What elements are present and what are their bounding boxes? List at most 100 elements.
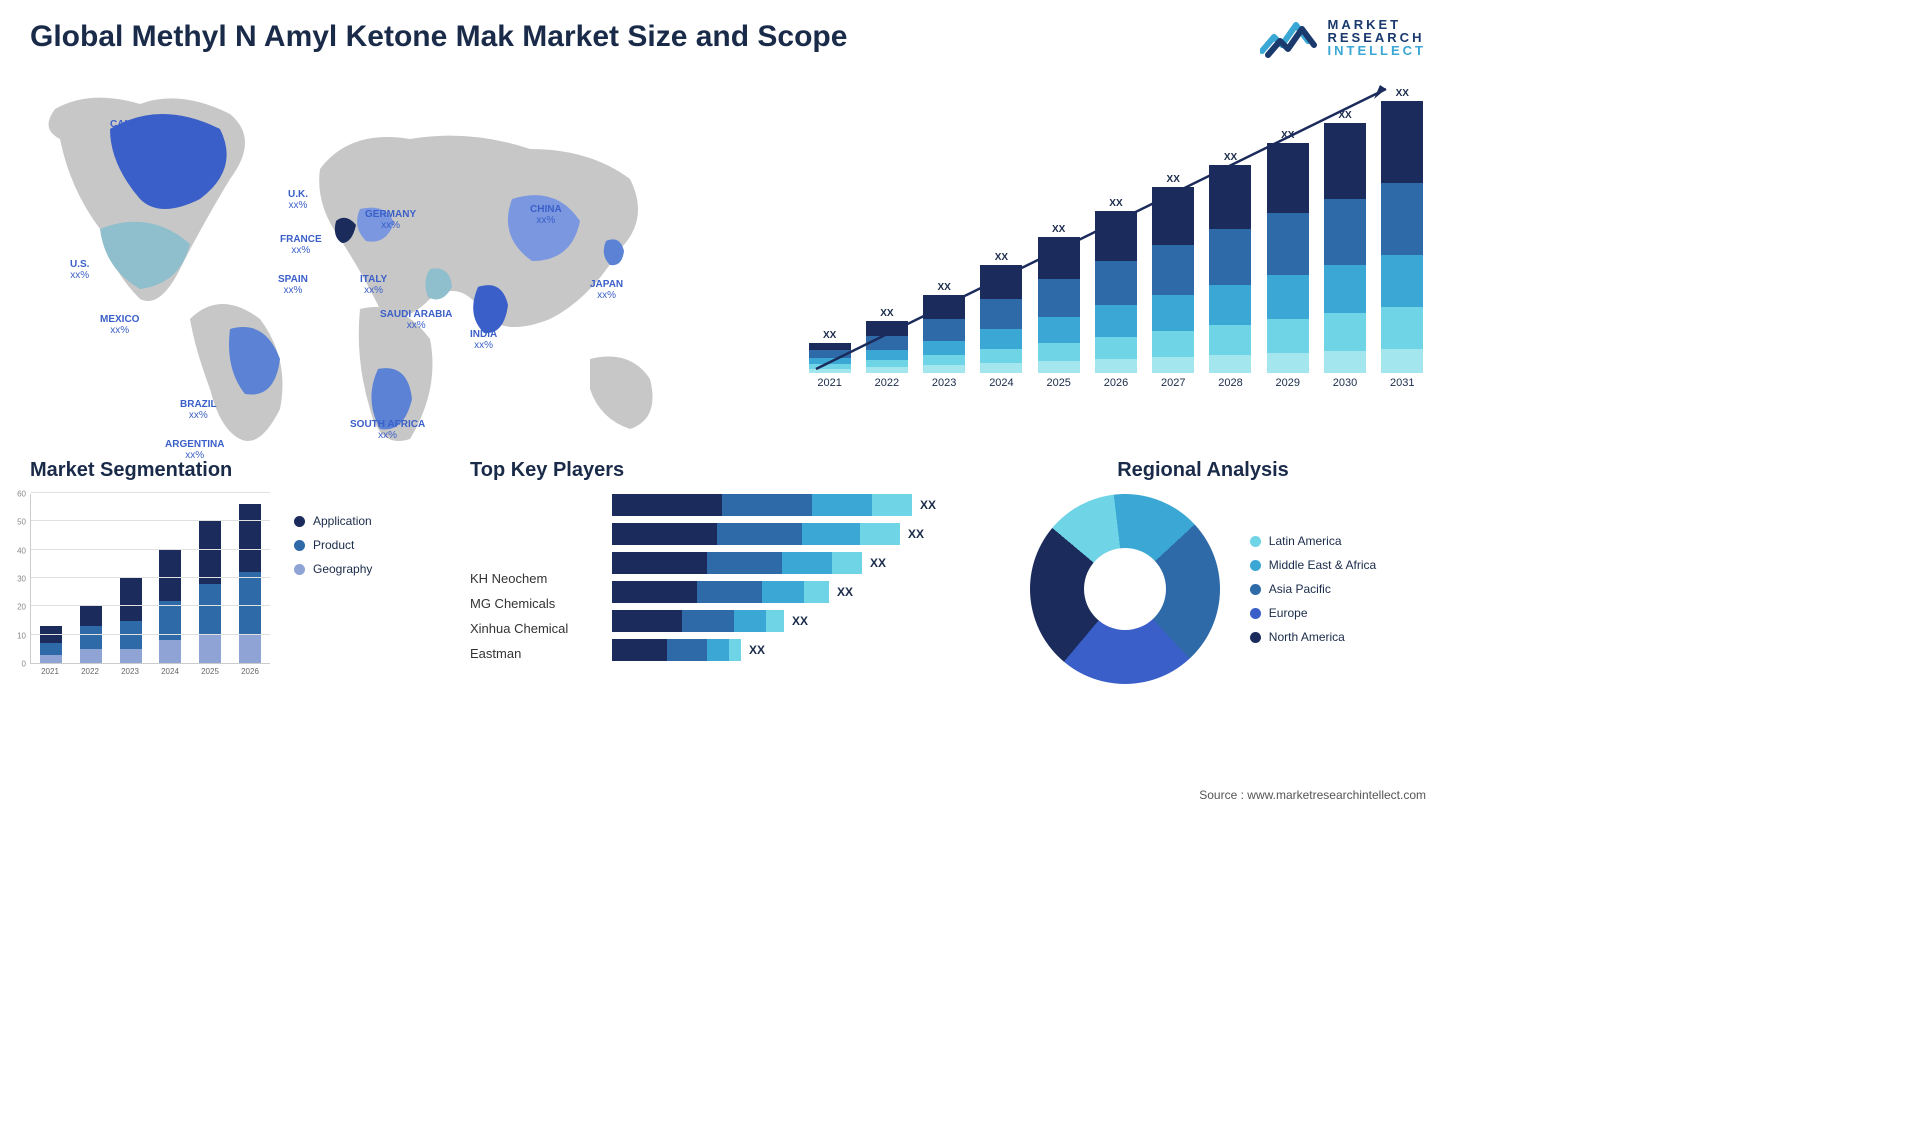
legend-swatch-icon xyxy=(1250,536,1261,547)
x-axis-label: 2026 xyxy=(234,667,266,676)
map-label: JAPANxx% xyxy=(590,279,623,301)
bar-segment xyxy=(1381,307,1423,349)
x-axis-label: 2029 xyxy=(1276,377,1300,389)
bar-segment xyxy=(809,350,851,358)
legend-swatch-icon xyxy=(1250,608,1261,619)
bar-segment xyxy=(1095,211,1137,261)
bar-segment xyxy=(866,350,908,360)
seg-bar-segment xyxy=(40,655,62,664)
legend-item: Middle East & Africa xyxy=(1250,558,1376,572)
source-attribution: Source : www.marketresearchintellect.com xyxy=(1199,788,1426,802)
page-title: Global Methyl N Amyl Ketone Mak Market S… xyxy=(30,20,847,54)
bar-segment xyxy=(1095,305,1137,337)
legend-swatch-icon xyxy=(1250,584,1261,595)
seg-bar-segment xyxy=(239,504,261,572)
legend-label: Geography xyxy=(313,562,372,576)
legend-item: Latin America xyxy=(1250,534,1376,548)
legend-label: North America xyxy=(1269,630,1345,644)
player-bar-segment xyxy=(707,552,782,574)
bar-segment xyxy=(1381,183,1423,255)
forecast-bar-chart: XX2021XX2022XX2023XX2024XX2025XX2026XX20… xyxy=(766,69,1426,449)
bar-segment xyxy=(1324,351,1366,373)
bar-value-label: XX xyxy=(1338,110,1351,121)
bar-value-label: XX xyxy=(1052,224,1065,235)
bar-segment xyxy=(1038,317,1080,343)
player-bar-segment xyxy=(860,523,900,545)
bar-segment xyxy=(1324,313,1366,351)
legend-swatch-icon xyxy=(1250,632,1261,643)
seg-bar-segment xyxy=(199,521,221,583)
seg-bar-segment xyxy=(40,643,62,654)
bar-segment xyxy=(866,321,908,336)
bar-segment xyxy=(1324,123,1366,199)
player-name: KH Neochem xyxy=(470,571,600,586)
bar-segment xyxy=(1209,165,1251,229)
x-axis-label: 2021 xyxy=(817,377,841,389)
legend-swatch-icon xyxy=(1250,560,1261,571)
bar-segment xyxy=(980,265,1022,299)
player-bar-label: XX xyxy=(920,498,936,512)
map-label: INDIAxx% xyxy=(470,329,497,351)
player-bar-row: XX xyxy=(612,494,960,516)
seg-bar-segment xyxy=(120,649,142,663)
player-bar-row: XX xyxy=(612,581,960,603)
seg-bar-segment xyxy=(80,626,102,649)
player-bar-segment xyxy=(812,494,872,516)
x-axis-label: 2023 xyxy=(932,377,956,389)
map-label: GERMANYxx% xyxy=(365,209,416,231)
bar-segment xyxy=(1038,237,1080,279)
bar-segment xyxy=(1267,143,1309,213)
map-label: BRAZILxx% xyxy=(180,399,217,421)
player-bar-segment xyxy=(872,494,912,516)
x-axis-label: 2025 xyxy=(1046,377,1070,389)
legend-item: Application xyxy=(294,514,372,528)
y-axis-tick: 0 xyxy=(22,660,26,669)
bar-segment xyxy=(1038,343,1080,361)
seg-bar-segment xyxy=(40,626,62,643)
forecast-bar: XX2029 xyxy=(1264,130,1311,389)
legend-item: Geography xyxy=(294,562,372,576)
legend-label: Middle East & Africa xyxy=(1269,558,1376,572)
bar-value-label: XX xyxy=(1396,88,1409,99)
seg-bar-segment xyxy=(199,584,221,635)
seg-bar xyxy=(35,626,67,663)
player-bar-segment xyxy=(734,610,766,632)
bar-value-label: XX xyxy=(1109,198,1122,209)
forecast-bar: XX2021 xyxy=(806,330,853,389)
world-map-panel: CANADAxx%U.S.xx%MEXICOxx%BRAZILxx%ARGENT… xyxy=(30,69,746,449)
legend-label: Europe xyxy=(1269,606,1308,620)
bar-segment xyxy=(923,365,965,373)
bar-segment xyxy=(980,363,1022,373)
forecast-bar: XX2028 xyxy=(1207,152,1254,389)
map-label: ITALYxx% xyxy=(360,274,387,296)
forecast-bar: XX2027 xyxy=(1150,174,1197,389)
bar-segment xyxy=(1095,337,1137,359)
bar-value-label: XX xyxy=(937,282,950,293)
x-axis-label: 2022 xyxy=(74,667,106,676)
x-axis-label: 2030 xyxy=(1333,377,1357,389)
y-axis-tick: 60 xyxy=(17,490,26,499)
logo-mark-icon xyxy=(1260,15,1320,59)
bar-segment xyxy=(1152,331,1194,357)
bar-segment xyxy=(1267,353,1309,373)
regional-panel: Regional Analysis Latin AmericaMiddle Ea… xyxy=(980,459,1426,709)
bar-segment xyxy=(1381,349,1423,373)
y-axis-tick: 20 xyxy=(17,603,26,612)
x-axis-label: 2028 xyxy=(1218,377,1242,389)
brand-logo: MARKET RESEARCH INTELLECT xyxy=(1260,15,1427,59)
bar-segment xyxy=(923,319,965,341)
y-axis-tick: 30 xyxy=(17,575,26,584)
bar-segment xyxy=(923,341,965,355)
bar-segment xyxy=(866,336,908,350)
player-bar-segment xyxy=(667,639,707,661)
x-axis-label: 2025 xyxy=(194,667,226,676)
legend-swatch-icon xyxy=(294,540,305,551)
player-bar-label: XX xyxy=(837,585,853,599)
player-bar-segment xyxy=(682,610,734,632)
map-label: SPAINxx% xyxy=(278,274,308,296)
player-bar-segment xyxy=(697,581,762,603)
seg-bar-segment xyxy=(239,572,261,634)
bar-segment xyxy=(923,295,965,319)
seg-bar xyxy=(234,504,266,663)
player-name: MG Chemicals xyxy=(470,596,600,611)
